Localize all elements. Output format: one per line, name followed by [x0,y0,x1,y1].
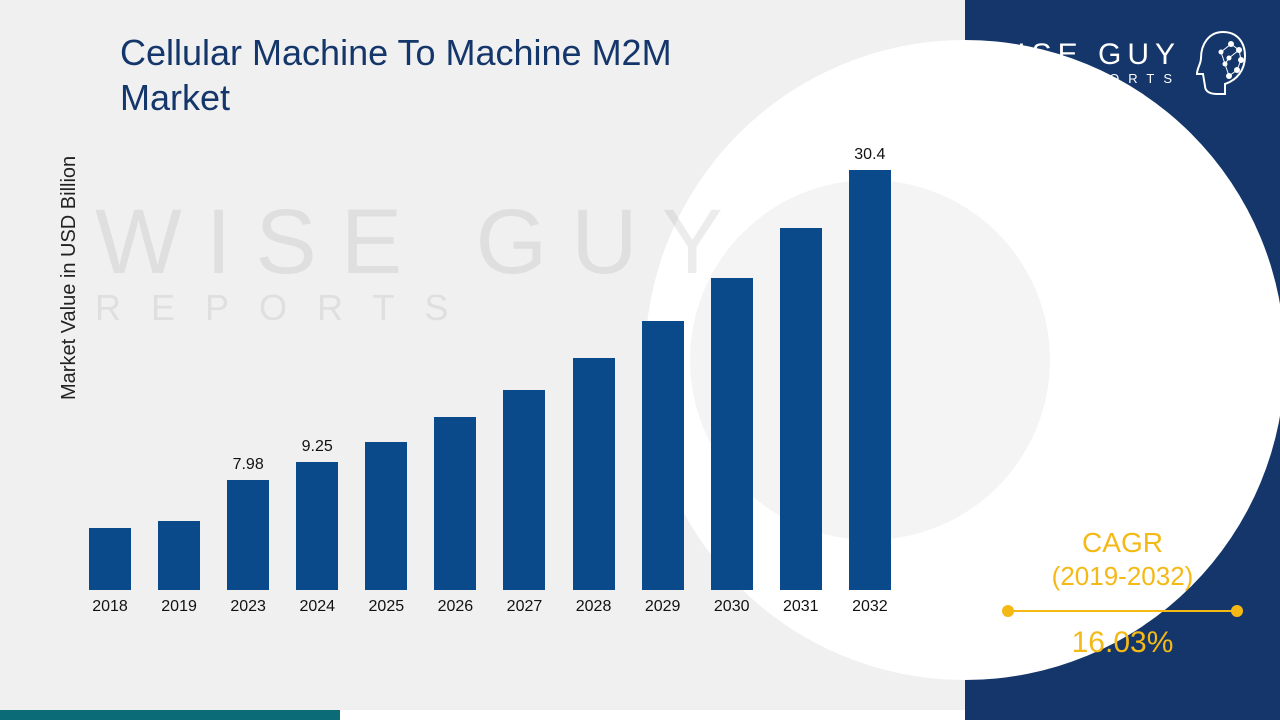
logo-text: WISE GUY REPORTS [983,41,1181,86]
x-tick: 2019 [149,598,209,620]
bar [711,278,753,590]
bar [158,521,200,590]
cagr-title: CAGR [1000,527,1245,559]
bar [434,417,476,590]
x-tick: 2018 [80,598,140,620]
bar [365,442,407,590]
bar [573,358,615,590]
x-tick: 2025 [356,598,416,620]
bars-container: 7.989.2530.4 [80,170,900,590]
logo-line1: WISE GUY [983,38,1181,71]
logo-line2: REPORTS [983,73,1181,85]
bar-2024: 9.25 [287,438,347,590]
y-axis-label: Market Value in USD Billion [58,156,81,400]
x-tick: 2032 [840,598,900,620]
bar-2019 [149,497,209,590]
bar [849,170,891,590]
bar-value-label: 9.25 [302,438,333,458]
bar-2018 [80,504,140,590]
footer-bar [0,710,340,720]
brand-logo: WISE GUY REPORTS [983,28,1255,98]
bar-2025 [356,418,416,590]
x-tick: 2031 [771,598,831,620]
x-tick: 2023 [218,598,278,620]
head-icon [1191,28,1255,98]
x-tick: 2026 [425,598,485,620]
bar-chart: 7.989.2530.4 201820192023202420252026202… [80,170,900,620]
bar [642,321,684,590]
x-tick: 2029 [633,598,693,620]
bar [503,390,545,590]
bar-2026 [425,393,485,590]
cagr-divider [1008,610,1237,612]
bar-2027 [494,366,554,590]
bar-2032: 30.4 [840,146,900,590]
cagr-value: 16.03% [1000,626,1245,660]
x-tick: 2030 [702,598,762,620]
bar [296,462,338,590]
bar-2023: 7.98 [218,456,278,590]
cagr-years: (2019-2032) [1000,561,1245,592]
chart-title: Cellular Machine To Machine M2M Market [120,30,740,120]
bar-2031 [771,204,831,590]
bar-value-label: 7.98 [233,456,264,476]
bar [89,528,131,590]
bar-value-label: 30.4 [854,146,885,166]
x-tick: 2027 [494,598,554,620]
x-tick: 2028 [564,598,624,620]
bar-2029 [633,297,693,590]
bar-2030 [702,254,762,590]
cagr-box: CAGR (2019-2032) 16.03% [1000,527,1245,660]
bar [780,228,822,590]
page: WISE GUY REPORTS WISE GUY REPORTS Cellul… [0,0,1280,720]
bar [227,480,269,590]
x-tick: 2024 [287,598,347,620]
x-ticks: 2018 2019 2023 2024 2025 2026 2027 2028 2029 2030… [80,598,900,620]
bar-2028 [564,334,624,590]
